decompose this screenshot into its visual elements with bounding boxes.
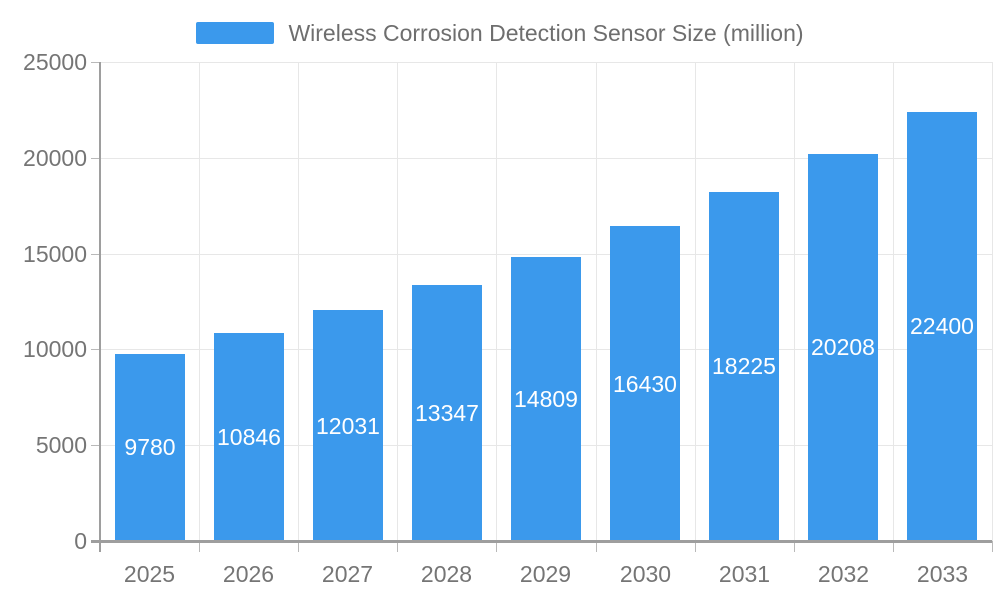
bar-2025[interactable]: [115, 354, 185, 541]
x-axis-tick: [893, 541, 894, 552]
y-axis-label: 25000: [23, 49, 87, 75]
x-axis-tick: [199, 541, 200, 552]
legend[interactable]: Wireless Corrosion Detection Sensor Size…: [0, 18, 1000, 48]
y-axis-tick: [91, 254, 100, 255]
y-gridline: [100, 254, 992, 255]
x-gridline: [199, 62, 200, 541]
x-axis-tick: [397, 541, 398, 552]
bar-2028[interactable]: [412, 285, 482, 541]
x-axis-tick: [496, 541, 497, 552]
x-axis-label: 2033: [916, 561, 969, 587]
x-axis-tick: [596, 541, 597, 552]
x-gridline: [298, 62, 299, 541]
y-axis-tick: [91, 445, 100, 446]
x-gridline: [496, 62, 497, 541]
x-gridline: [397, 62, 398, 541]
bar-2027[interactable]: [313, 310, 383, 541]
x-axis-tick: [992, 541, 993, 552]
y-axis-label: 20000: [23, 145, 87, 171]
x-axis-label: 2025: [123, 561, 176, 587]
bar-2030[interactable]: [610, 226, 680, 541]
y-gridline: [100, 158, 992, 159]
x-gridline: [794, 62, 795, 541]
y-axis-tick: [91, 349, 100, 350]
x-axis-tick: [695, 541, 696, 552]
x-axis-label: 2026: [222, 561, 275, 587]
y-axis-tick: [91, 62, 100, 63]
x-gridline: [893, 62, 894, 541]
x-gridline: [992, 62, 993, 541]
y-axis-tick: [91, 158, 100, 159]
y-axis-label: 0: [74, 528, 87, 554]
bar-2031[interactable]: [709, 192, 779, 541]
x-axis-line: [91, 540, 992, 543]
x-gridline: [695, 62, 696, 541]
bar-2033[interactable]: [907, 112, 977, 541]
y-axis-label: 5000: [35, 432, 87, 458]
y-gridline: [100, 62, 992, 63]
y-axis-label: 10000: [23, 336, 87, 362]
bar-2026[interactable]: [214, 333, 284, 541]
x-gridline: [596, 62, 597, 541]
x-axis-label: 2027: [321, 561, 374, 587]
legend-label: Wireless Corrosion Detection Sensor Size…: [288, 19, 804, 46]
y-axis-line: [99, 62, 101, 552]
x-axis-label: 2028: [420, 561, 473, 587]
x-axis-label: 2029: [519, 561, 572, 587]
bar-2032[interactable]: [808, 154, 878, 541]
x-axis-label: 2031: [718, 561, 771, 587]
x-axis-label: 2032: [817, 561, 870, 587]
x-axis-tick: [794, 541, 795, 552]
legend-marker-swatch: [196, 22, 275, 44]
x-axis-label: 2030: [619, 561, 672, 587]
bar-2029[interactable]: [511, 257, 581, 541]
x-axis-tick: [298, 541, 299, 552]
y-axis-label: 15000: [23, 241, 87, 267]
